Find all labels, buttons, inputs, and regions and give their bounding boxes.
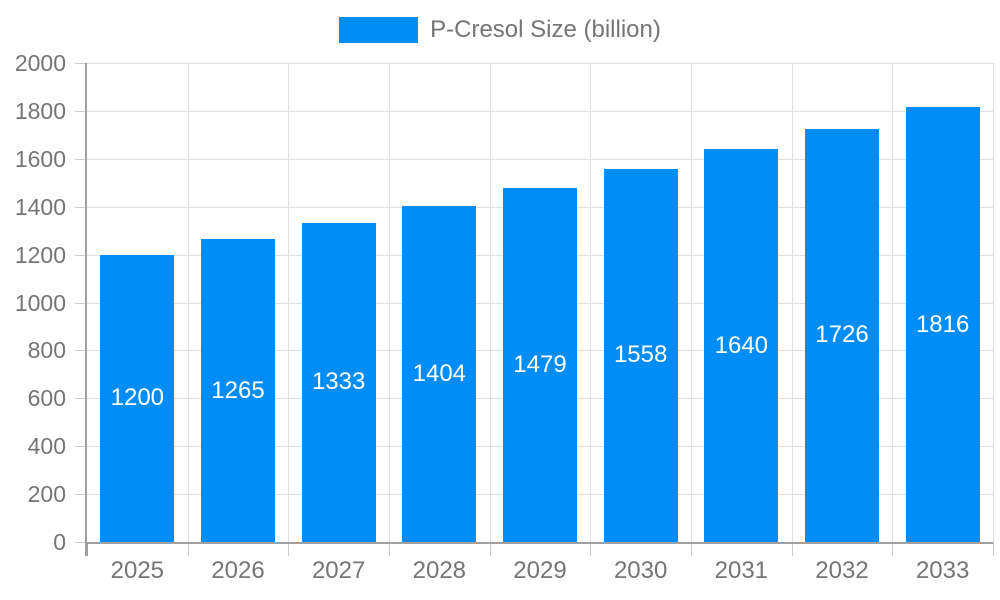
x-tick-label: 2031	[714, 557, 769, 584]
x-gridline	[389, 63, 390, 542]
bar-value-label: 1640	[714, 331, 769, 359]
bar[interactable]	[905, 107, 980, 542]
bar[interactable]	[503, 187, 577, 542]
bar-value-label: 1479	[513, 350, 567, 378]
bar[interactable]	[603, 168, 678, 542]
legend-label: P-Cresol Size (billion)	[430, 16, 661, 43]
x-gridline	[993, 63, 994, 542]
y-tick-label: 1400	[14, 193, 66, 220]
x-gridline	[791, 63, 793, 542]
x-axis-line	[85, 542, 993, 544]
y-tick-label: 600	[27, 385, 66, 412]
x-gridline	[892, 63, 894, 542]
y-tick	[75, 302, 87, 304]
x-gridline	[187, 63, 189, 542]
y-tick-label: 400	[27, 433, 66, 460]
bar-value-label: 1200	[110, 384, 165, 412]
x-tick-label: 2033	[915, 557, 970, 584]
y-gridline	[87, 110, 993, 112]
x-gridline	[691, 63, 692, 542]
x-tick	[187, 542, 189, 556]
y-tick-label: 1800	[14, 97, 66, 124]
y-tick-label: 1600	[14, 145, 66, 172]
x-gridline	[288, 63, 290, 542]
y-tick	[75, 158, 87, 160]
y-tick-label: 200	[27, 481, 66, 508]
x-gridline	[590, 63, 592, 542]
y-tick	[75, 350, 87, 352]
x-tick	[791, 542, 793, 556]
y-tick	[75, 542, 87, 543]
y-tick	[75, 254, 87, 256]
y-tick	[75, 63, 87, 64]
x-tick-label: 2026	[211, 557, 265, 584]
bar-value-label: 1404	[412, 359, 467, 387]
x-tick	[892, 542, 894, 556]
bar-value-label: 1816	[915, 310, 970, 338]
bar-value-label: 1558	[613, 341, 668, 369]
x-tick-label: 2032	[815, 557, 869, 584]
y-tick	[75, 446, 87, 448]
bar[interactable]	[201, 239, 275, 542]
bar-value-label: 1333	[311, 368, 366, 396]
y-tick	[75, 398, 87, 400]
y-tick-label: 1000	[14, 289, 66, 316]
bar[interactable]	[100, 254, 175, 542]
x-tick	[87, 542, 88, 556]
bar[interactable]	[301, 222, 376, 542]
y-tick-label: 2000	[14, 50, 66, 76]
x-tick	[288, 542, 290, 556]
y-tick-label: 800	[27, 337, 66, 364]
y-tick-label: 0	[53, 529, 66, 555]
x-tick-label: 2025	[110, 557, 165, 584]
x-tick-label: 2029	[513, 557, 567, 584]
y-gridline	[87, 63, 993, 64]
x-gridline	[489, 63, 491, 542]
x-tick-label: 2028	[412, 557, 467, 584]
x-tick-label: 2030	[613, 557, 668, 584]
legend-item[interactable]: P-Cresol Size (billion)	[339, 16, 661, 44]
x-tick	[993, 542, 994, 556]
y-axis-line	[85, 63, 87, 556]
bar-value-label: 1265	[211, 376, 265, 404]
bar-value-label: 1726	[815, 321, 869, 349]
x-tick-label: 2027	[311, 557, 366, 584]
y-tick	[75, 110, 87, 112]
y-tick-label: 1200	[14, 241, 66, 268]
y-tick	[75, 206, 87, 208]
y-gridline	[87, 158, 993, 160]
bar[interactable]	[704, 149, 779, 542]
bar[interactable]	[805, 128, 879, 542]
x-tick	[590, 542, 592, 556]
y-tick	[75, 494, 87, 496]
legend-swatch	[339, 17, 419, 43]
bar[interactable]	[402, 205, 477, 542]
x-tick	[489, 542, 491, 556]
x-tick	[389, 542, 390, 556]
x-tick	[691, 542, 692, 556]
legend: P-Cresol Size (billion)	[0, 16, 1000, 44]
